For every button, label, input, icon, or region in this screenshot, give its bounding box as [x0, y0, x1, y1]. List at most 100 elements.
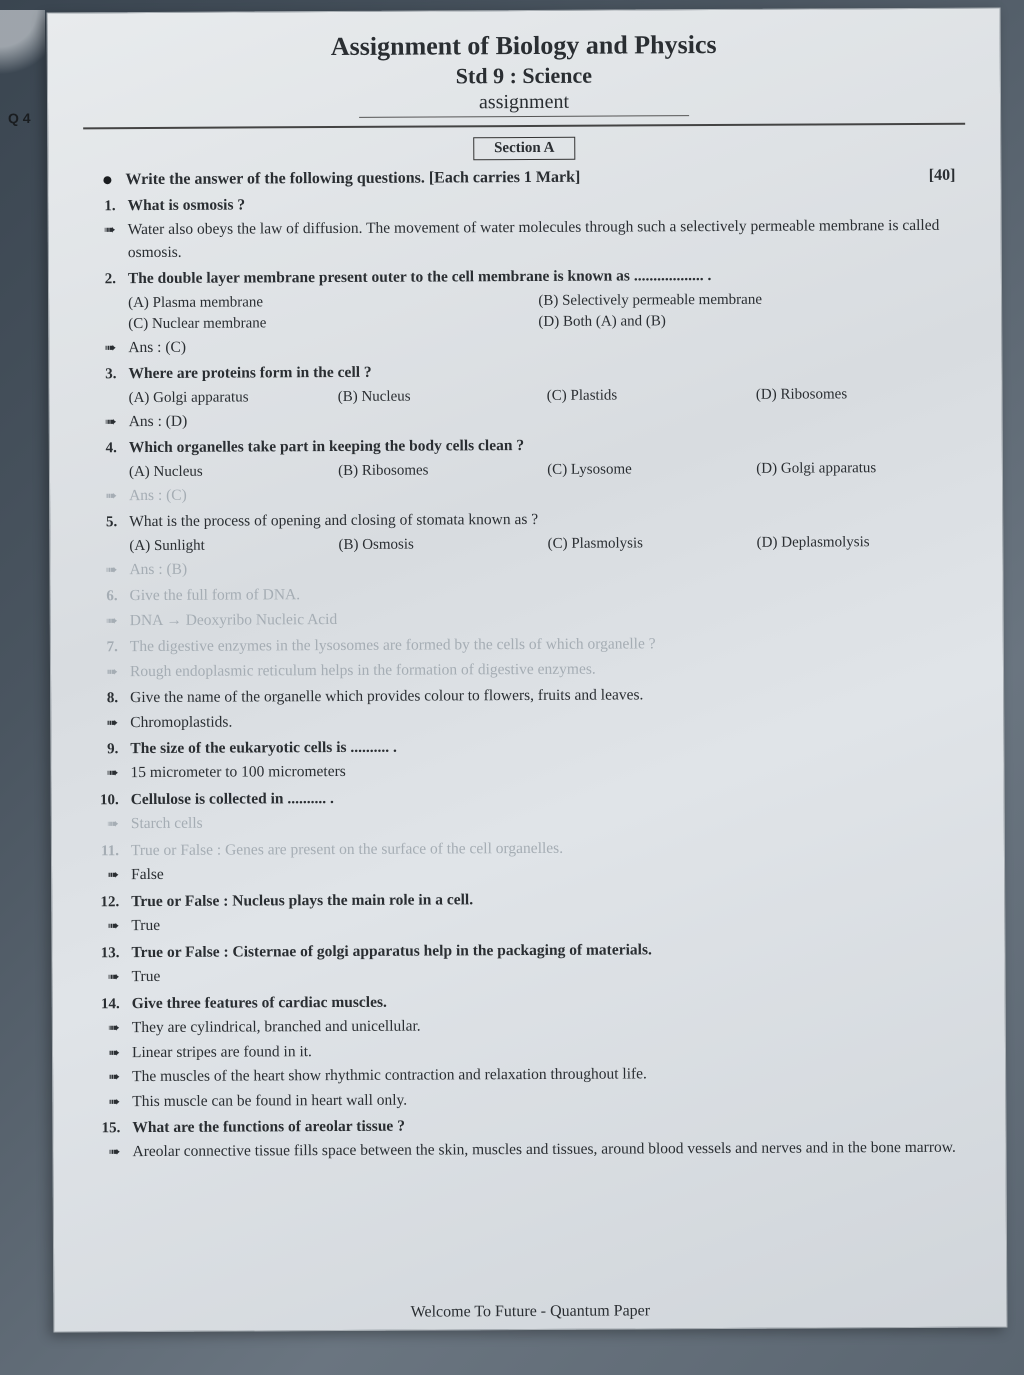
- q-num: 13.: [87, 945, 119, 962]
- footer-text: Welcome To Future - Quantum Paper: [54, 1300, 1006, 1323]
- q-num: 15.: [88, 1120, 120, 1137]
- page-title: Assignment of Biology and Physics: [83, 29, 965, 64]
- q-num: 8.: [86, 690, 118, 707]
- edge-label: Q 4: [8, 110, 31, 126]
- arrow-icon: ➠: [84, 340, 116, 357]
- question-4: 4. Which organelles take part in keeping…: [85, 433, 967, 508]
- options: (A) Plasma membrane (B) Selectively perm…: [128, 289, 966, 335]
- instruction-row: Write the answer of the following questi…: [83, 166, 965, 190]
- q-num: 10.: [87, 792, 119, 809]
- option-d: (D) Deplasmolysis: [757, 531, 966, 553]
- instruction-text: Write the answer of the following questi…: [125, 167, 914, 189]
- option-a: (A) Golgi apparatus: [129, 387, 338, 409]
- option-d: (D) Both (A) and (B): [538, 310, 948, 333]
- q-text: Which organelles take part in keeping th…: [129, 433, 967, 460]
- arrow-icon: ➠: [88, 1145, 120, 1162]
- q-answer: Ans : (C): [129, 480, 967, 507]
- q-text: The size of the eukaryotic cells is ....…: [130, 734, 968, 761]
- q-text: What is osmosis ?: [128, 191, 966, 218]
- q-answer: Areolar connective tissue fills space be…: [132, 1137, 970, 1164]
- q-answer: True: [132, 962, 970, 989]
- arrow-icon: ➠: [88, 1069, 120, 1086]
- option-a: (A) Nucleus: [129, 461, 338, 483]
- q-text: True or False : Nucleus plays the main r…: [131, 886, 969, 913]
- q-answer: They are cylindrical, branched and unice…: [132, 1013, 970, 1040]
- q-text: Give the full form of DNA.: [130, 581, 968, 608]
- q-num: 1.: [84, 198, 116, 215]
- question-13: 13. True or False : Cisternae of golgi a…: [87, 937, 969, 989]
- q-answer: The muscles of the heart show rhythmic c…: [132, 1062, 970, 1089]
- document-page: Assignment of Biology and Physics Std 9 …: [47, 8, 1008, 1333]
- option-d: (D) Ribosomes: [756, 384, 965, 406]
- q-text: Cellulose is collected in .......... .: [131, 785, 969, 812]
- options: (A) Nucleus (B) Ribosomes (C) Lysosome (…: [129, 457, 967, 482]
- q-answer: False: [131, 860, 969, 887]
- q-answer: Ans : (C): [128, 333, 966, 360]
- arrow-icon: ➠: [88, 969, 120, 986]
- total-marks: [40]: [929, 167, 966, 185]
- q-answer: DNA → Deoxyribo Nucleic Acid: [130, 605, 968, 632]
- q-answer: Linear stripes are found in it.: [132, 1037, 970, 1064]
- option-b: (B) Osmosis: [338, 534, 547, 556]
- question-5: 5. What is the process of opening and cl…: [85, 507, 967, 582]
- options: (A) Sunlight (B) Osmosis (C) Plasmolysis…: [129, 531, 967, 556]
- q-text: Give the name of the organelle which pro…: [130, 683, 968, 710]
- divider: [83, 123, 965, 130]
- question-6: 6. Give the full form of DNA. ➠ DNA → De…: [86, 581, 968, 633]
- q-num: 11.: [87, 843, 119, 860]
- option-b: (B) Ribosomes: [338, 460, 547, 482]
- arrow-icon: ➠: [85, 488, 117, 505]
- arrow-icon: ➠: [85, 414, 117, 431]
- arrow-icon: ➠: [88, 1094, 120, 1111]
- q-answer: Ans : (D): [129, 407, 967, 434]
- q-text: True or False : Genes are present on the…: [131, 836, 969, 863]
- question-1: 1. What is osmosis ? ➠ Water also obeys …: [84, 191, 966, 265]
- q-num: 7.: [86, 639, 118, 656]
- option-b: (B) Nucleus: [338, 386, 547, 408]
- bullet-icon: [103, 176, 111, 184]
- arrow-icon: ➠: [86, 715, 118, 732]
- option-d: (D) Golgi apparatus: [756, 457, 965, 479]
- q-num: 9.: [86, 741, 118, 758]
- arrow-icon: ➠: [86, 613, 118, 630]
- arrow-icon: ➠: [86, 766, 118, 783]
- options: (A) Golgi apparatus (B) Nucleus (C) Plas…: [129, 384, 967, 409]
- section-box: Section A: [473, 137, 576, 161]
- arrow-icon: ➠: [86, 664, 118, 681]
- arrow-icon: ➠: [84, 223, 116, 240]
- arrow-icon: ➠: [88, 1020, 120, 1037]
- q-num: 12.: [87, 894, 119, 911]
- q-num: 6.: [86, 588, 118, 605]
- question-9: 9. The size of the eukaryotic cells is .…: [86, 734, 968, 786]
- q-text: Where are proteins form in the cell ?: [128, 359, 966, 386]
- q-text: The double layer membrane present outer …: [128, 264, 966, 291]
- q-answer: 15 micrometer to 100 micrometers: [130, 758, 968, 785]
- option-b: (B) Selectively permeable membrane: [538, 289, 948, 312]
- question-15: 15. What are the functions of areolar ti…: [88, 1113, 970, 1165]
- q-answer: Starch cells: [131, 809, 969, 836]
- option-a: (A) Sunlight: [129, 535, 338, 557]
- q-num: 2.: [84, 272, 116, 289]
- option-a: (A) Plasma membrane: [128, 291, 538, 314]
- option-c: (C) Lysosome: [547, 459, 756, 481]
- page-subtitle: Std 9 : Science: [83, 61, 965, 92]
- arrow-icon: ➠: [88, 1045, 120, 1062]
- q-text: Give three features of cardiac muscles.: [132, 988, 970, 1015]
- q-answer: Rough endoplasmic reticulum helps in the…: [130, 656, 968, 683]
- q-answer: True: [131, 911, 969, 938]
- arrow-icon: ➠: [85, 562, 117, 579]
- page-edge-corner: [0, 10, 45, 90]
- assignment-label: assignment: [359, 90, 689, 118]
- q-text: What is the process of opening and closi…: [129, 507, 967, 534]
- q-num: 5.: [85, 514, 117, 531]
- question-7: 7. The digestive enzymes in the lysosome…: [86, 632, 968, 684]
- q-text: What are the functions of areolar tissue…: [132, 1113, 970, 1140]
- q-answer: This muscle can be found in heart wall o…: [132, 1086, 970, 1113]
- q-answer: Ans : (B): [129, 554, 967, 581]
- section-row: Section A: [83, 135, 965, 163]
- q-answer: Chromoplastids.: [130, 707, 968, 734]
- q-num: 4.: [85, 440, 117, 457]
- arrow-icon: ➠: [87, 867, 119, 884]
- question-14: 14. Give three features of cardiac muscl…: [88, 988, 971, 1113]
- q-text: True or False : Cisternae of golgi appar…: [131, 937, 969, 964]
